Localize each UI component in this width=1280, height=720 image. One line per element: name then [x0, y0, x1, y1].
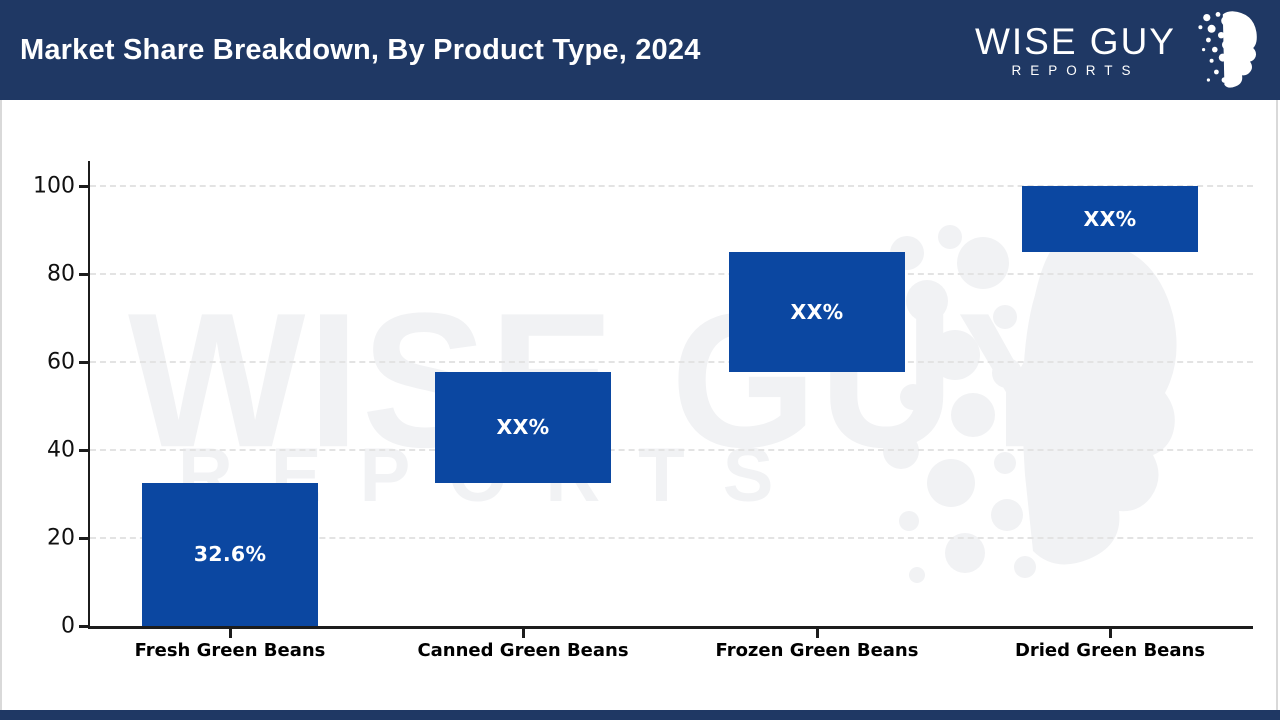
bar-value-label: XX%	[1083, 207, 1137, 231]
y-tick-20	[79, 537, 90, 540]
x-category-label-canned-green-beans: Canned Green Beans	[417, 640, 629, 661]
gridline-20	[90, 537, 1253, 539]
x-category-label-frozen-green-beans: Frozen Green Beans	[715, 640, 919, 661]
bar-fresh-green-beans: 32.6%	[142, 482, 318, 626]
header: Market Share Breakdown, By Product Type,…	[0, 0, 1280, 100]
gridline-40	[90, 449, 1253, 451]
logo-face-dots-icon	[1198, 11, 1257, 88]
bar-value-label: 32.6%	[193, 542, 267, 567]
gridline-80	[90, 273, 1253, 275]
gridline-100	[90, 185, 1253, 187]
bar-frozen-green-beans: XX%	[729, 252, 905, 373]
y-tick-label-40: 40	[47, 437, 75, 463]
wiseguy-logo: WISE GUY REPORTS	[975, 8, 1266, 92]
y-tick-80	[79, 273, 90, 276]
logo-wordmark: WISE GUY	[974, 20, 1176, 62]
gridline-60	[90, 361, 1253, 363]
x-category-label-fresh-green-beans: Fresh Green Beans	[134, 640, 326, 661]
footer-bar	[0, 710, 1280, 720]
y-tick-label-0: 0	[61, 613, 75, 639]
y-tick-60	[79, 361, 90, 364]
wiseguy-logo-text: WISE GUY REPORTS	[975, 23, 1176, 78]
y-tick-label-20: 20	[47, 525, 75, 551]
y-tick-label-60: 60	[47, 349, 75, 375]
page-title: Market Share Breakdown, By Product Type,…	[20, 33, 701, 66]
x-tick-frozen-green-beans	[816, 629, 819, 638]
y-tick-100	[79, 185, 90, 188]
x-axis-line	[87, 626, 1253, 629]
x-tick-canned-green-beans	[522, 629, 525, 638]
y-tick-label-100: 100	[33, 173, 75, 199]
logo-subtitle: REPORTS	[1011, 62, 1140, 78]
x-tick-dried-green-beans	[1109, 629, 1112, 638]
y-tick-0	[79, 625, 90, 628]
x-tick-fresh-green-beans	[229, 629, 232, 638]
y-axis-line	[87, 161, 90, 629]
y-tick-label-80: 80	[47, 261, 75, 287]
watermark-face-dots-icon	[883, 225, 1177, 583]
right-border	[1276, 100, 1278, 710]
left-border	[0, 100, 2, 710]
y-tick-40	[79, 449, 90, 452]
bar-canned-green-beans: XX%	[435, 372, 611, 483]
bar-value-label: XX%	[496, 415, 550, 440]
bar-value-label: XX%	[790, 300, 844, 325]
bar-dried-green-beans: XX%	[1022, 186, 1198, 252]
x-category-label-dried-green-beans: Dried Green Beans	[1014, 640, 1206, 661]
